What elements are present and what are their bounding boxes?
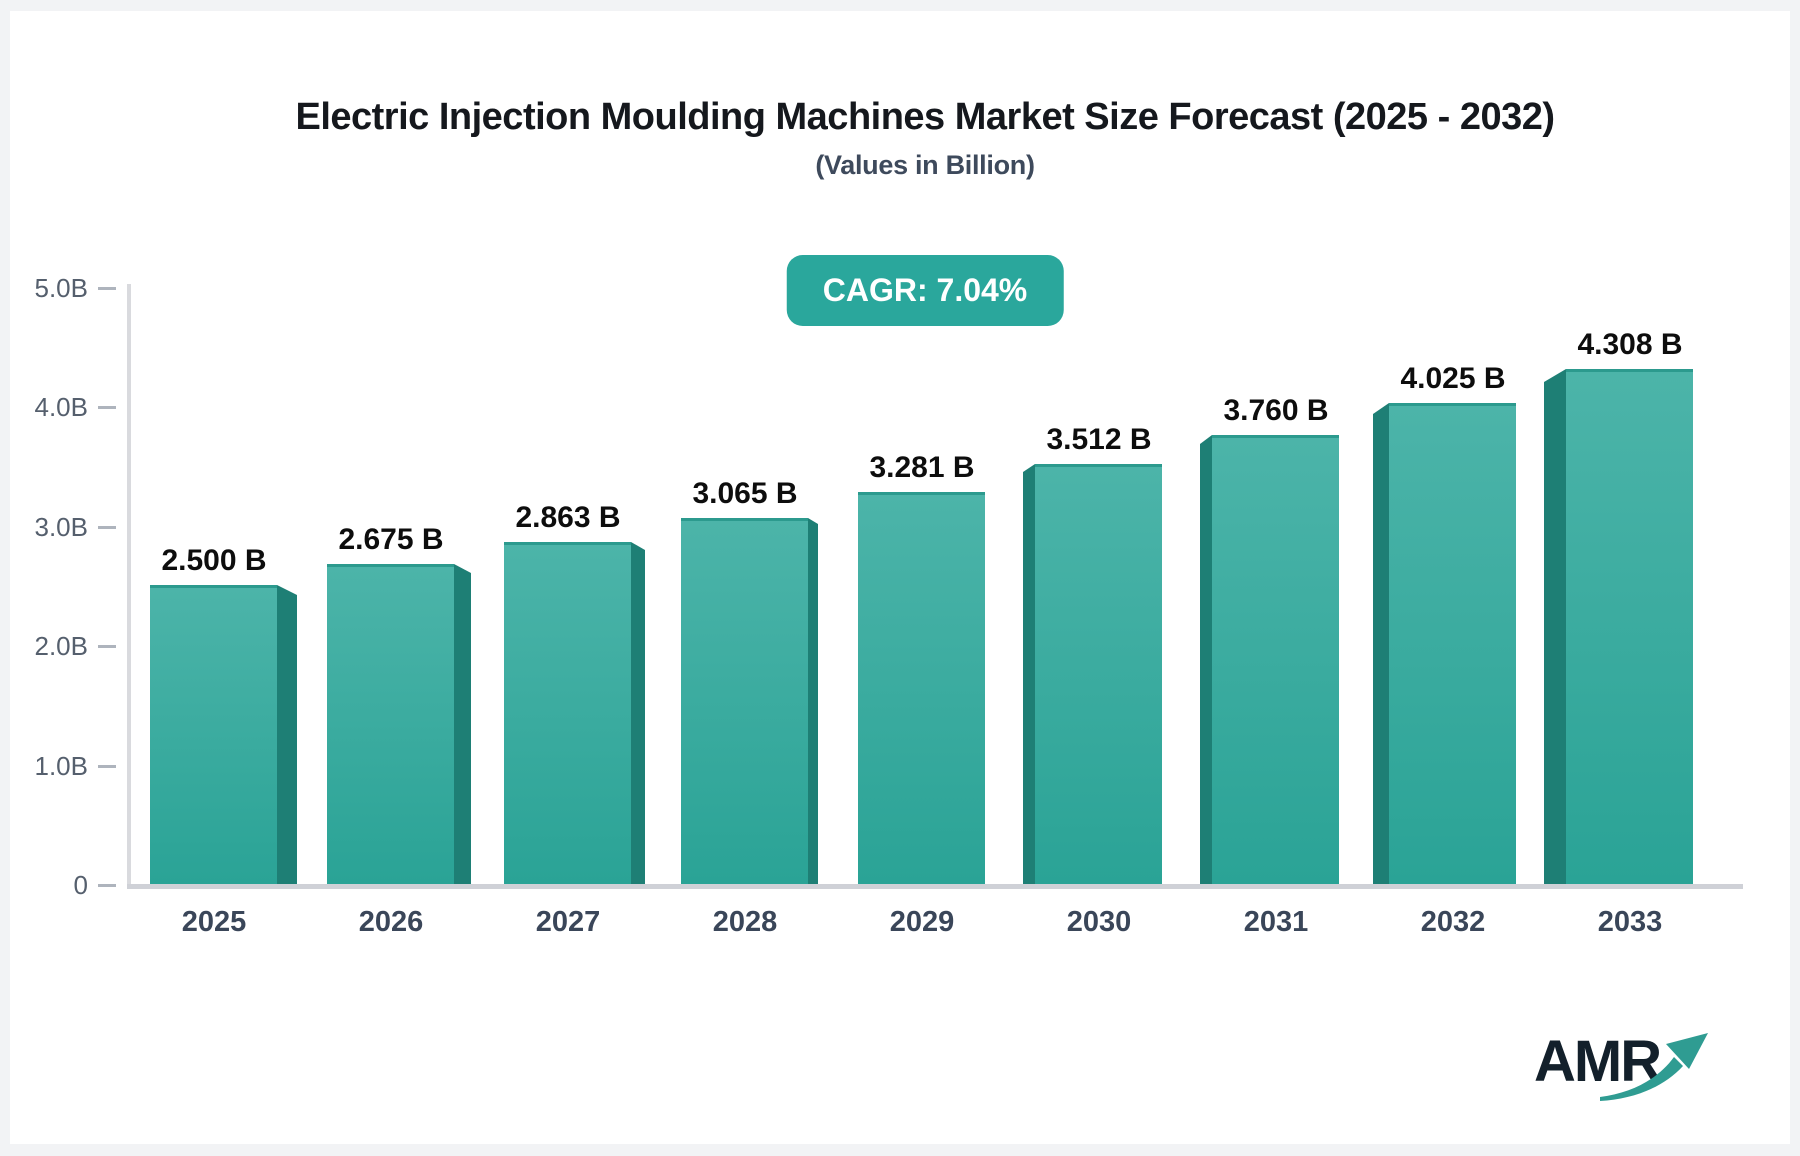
x-axis-label-2026: 2026 xyxy=(358,906,424,938)
bar-2028 xyxy=(681,518,808,884)
bar-3d-side-2031 xyxy=(1200,435,1212,884)
y-tick-3.0B xyxy=(98,526,116,529)
x-axis-baseline xyxy=(127,884,1743,889)
x-axis-label-2029: 2029 xyxy=(889,906,955,938)
bar-3d-side-2025 xyxy=(277,585,297,884)
bar-2025 xyxy=(150,585,277,884)
y-tick-0 xyxy=(98,884,116,887)
bar-3d-side-2026 xyxy=(454,564,471,884)
bar-2026 xyxy=(327,564,454,884)
x-axis-label-2030: 2030 xyxy=(1066,906,1132,938)
value-label-2029: 3.281 B xyxy=(869,451,975,484)
y-tick-4.0B xyxy=(98,406,116,409)
chart-title: Electric Injection Moulding Machines Mar… xyxy=(295,96,1555,138)
value-label-2030: 3.512 B xyxy=(1046,423,1152,456)
y-tick-label-3.0B: 3.0B xyxy=(34,512,89,542)
y-tick-label-4.0B: 4.0B xyxy=(34,392,89,422)
bar-3d-side-2028 xyxy=(808,518,818,884)
x-axis-label-2031: 2031 xyxy=(1243,906,1309,938)
bar-2029 xyxy=(858,492,985,884)
value-label-2031: 3.760 B xyxy=(1223,394,1329,427)
amr-logo-text: AMR xyxy=(1534,1029,1662,1094)
growth-arrow-icon xyxy=(1600,1033,1708,1101)
amr-logo: AMR xyxy=(1534,1033,1714,1113)
x-axis-label-2032: 2032 xyxy=(1420,906,1486,938)
y-axis-line xyxy=(127,284,131,884)
y-tick-1.0B xyxy=(98,765,116,768)
bar-2030 xyxy=(1035,464,1162,884)
y-tick-label-5.0B: 5.0B xyxy=(34,273,89,303)
value-label-2027: 2.863 B xyxy=(515,501,621,534)
y-tick-label-1.0B: 1.0B xyxy=(34,751,89,781)
value-label-2032: 4.025 B xyxy=(1400,362,1506,395)
y-tick-label-0: 0 xyxy=(73,870,88,900)
bar-2033 xyxy=(1566,369,1693,884)
bar-2032 xyxy=(1389,403,1516,884)
value-label-2026: 2.675 B xyxy=(338,523,444,556)
value-label-2025: 2.500 B xyxy=(161,544,267,577)
bar-3d-side-2030 xyxy=(1023,464,1035,884)
bar-3d-side-2033 xyxy=(1544,369,1566,884)
bar-3d-side-2032 xyxy=(1373,403,1389,884)
y-tick-label-2.0B: 2.0B xyxy=(34,631,89,661)
x-axis-label-2027: 2027 xyxy=(535,906,601,938)
cagr-badge-label: CAGR: 7.04% xyxy=(822,272,1028,308)
x-axis-label-2025: 2025 xyxy=(181,906,247,938)
y-tick-5.0B xyxy=(98,287,116,290)
chart-subtitle: (Values in Billion) xyxy=(815,150,1035,180)
x-axis-label-2033: 2033 xyxy=(1597,906,1663,938)
value-label-2028: 3.065 B xyxy=(692,477,798,510)
cagr-badge: CAGR: 7.04% xyxy=(786,255,1064,326)
bar-2031 xyxy=(1212,435,1339,884)
bar-3d-side-2027 xyxy=(631,542,645,884)
bar-2027 xyxy=(504,542,631,884)
x-axis-label-2028: 2028 xyxy=(712,906,778,938)
y-tick-2.0B xyxy=(98,645,116,648)
value-label-2033: 4.308 B xyxy=(1577,328,1683,361)
